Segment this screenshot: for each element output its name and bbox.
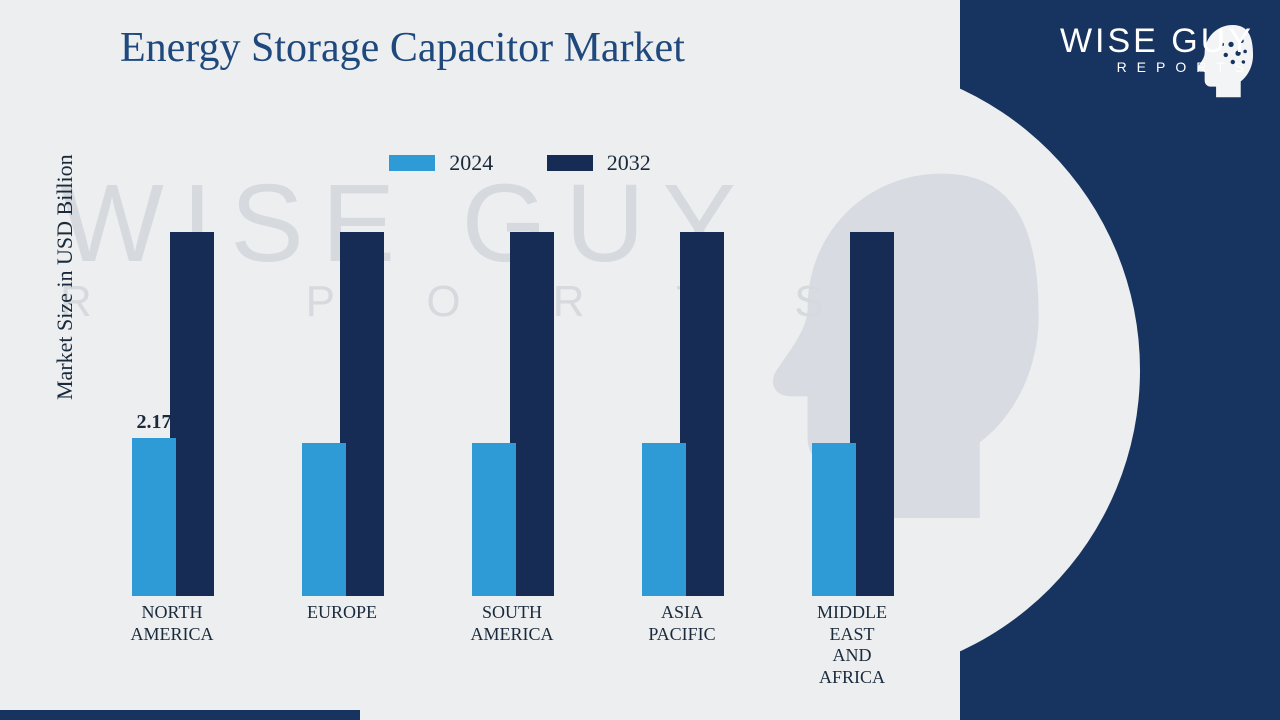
chart-title: Energy Storage Capacitor Market [120, 24, 685, 72]
logo-line1: WISE GUY [1060, 22, 1254, 61]
chart-legend: 2024 2032 [60, 150, 980, 177]
legend-item-2024: 2024 [389, 150, 493, 176]
legend-swatch-2032 [547, 155, 593, 171]
bar-2032 [510, 232, 554, 596]
brand-logo: WISE GUY REPORTS [1060, 22, 1254, 75]
bottom-accent-bar [0, 710, 360, 720]
bar-2024 [812, 443, 856, 596]
x-tick-label: MIDDLEEASTANDAFRICA [782, 602, 922, 688]
logo-line2: REPORTS [1060, 59, 1254, 75]
x-tick-label: NORTHAMERICA [102, 602, 242, 645]
legend-swatch-2024 [389, 155, 435, 171]
y-axis-label: Market Size in USD Billion [52, 154, 78, 400]
bar-2032 [340, 232, 384, 596]
x-tick-label: SOUTHAMERICA [442, 602, 582, 645]
legend-label-2024: 2024 [449, 150, 493, 176]
x-tick-label: ASIAPACIFIC [612, 602, 752, 645]
bar-2032 [680, 232, 724, 596]
x-tick-label: EUROPE [272, 602, 412, 624]
legend-label-2032: 2032 [607, 150, 651, 176]
chart-area: Market Size in USD Billion 2024 2032 2.1… [60, 150, 980, 690]
bar-2024 [132, 438, 176, 596]
bar-2024 [472, 443, 516, 596]
bar-2024 [642, 443, 686, 596]
bar-2024 [302, 443, 346, 596]
bar-2032 [170, 232, 214, 596]
legend-item-2032: 2032 [547, 150, 651, 176]
stage: WISE GUY R E P O R T S Energy Storage Ca… [0, 0, 1280, 720]
bar-2032 [850, 232, 894, 596]
plot-area: 2.17 [112, 196, 982, 596]
